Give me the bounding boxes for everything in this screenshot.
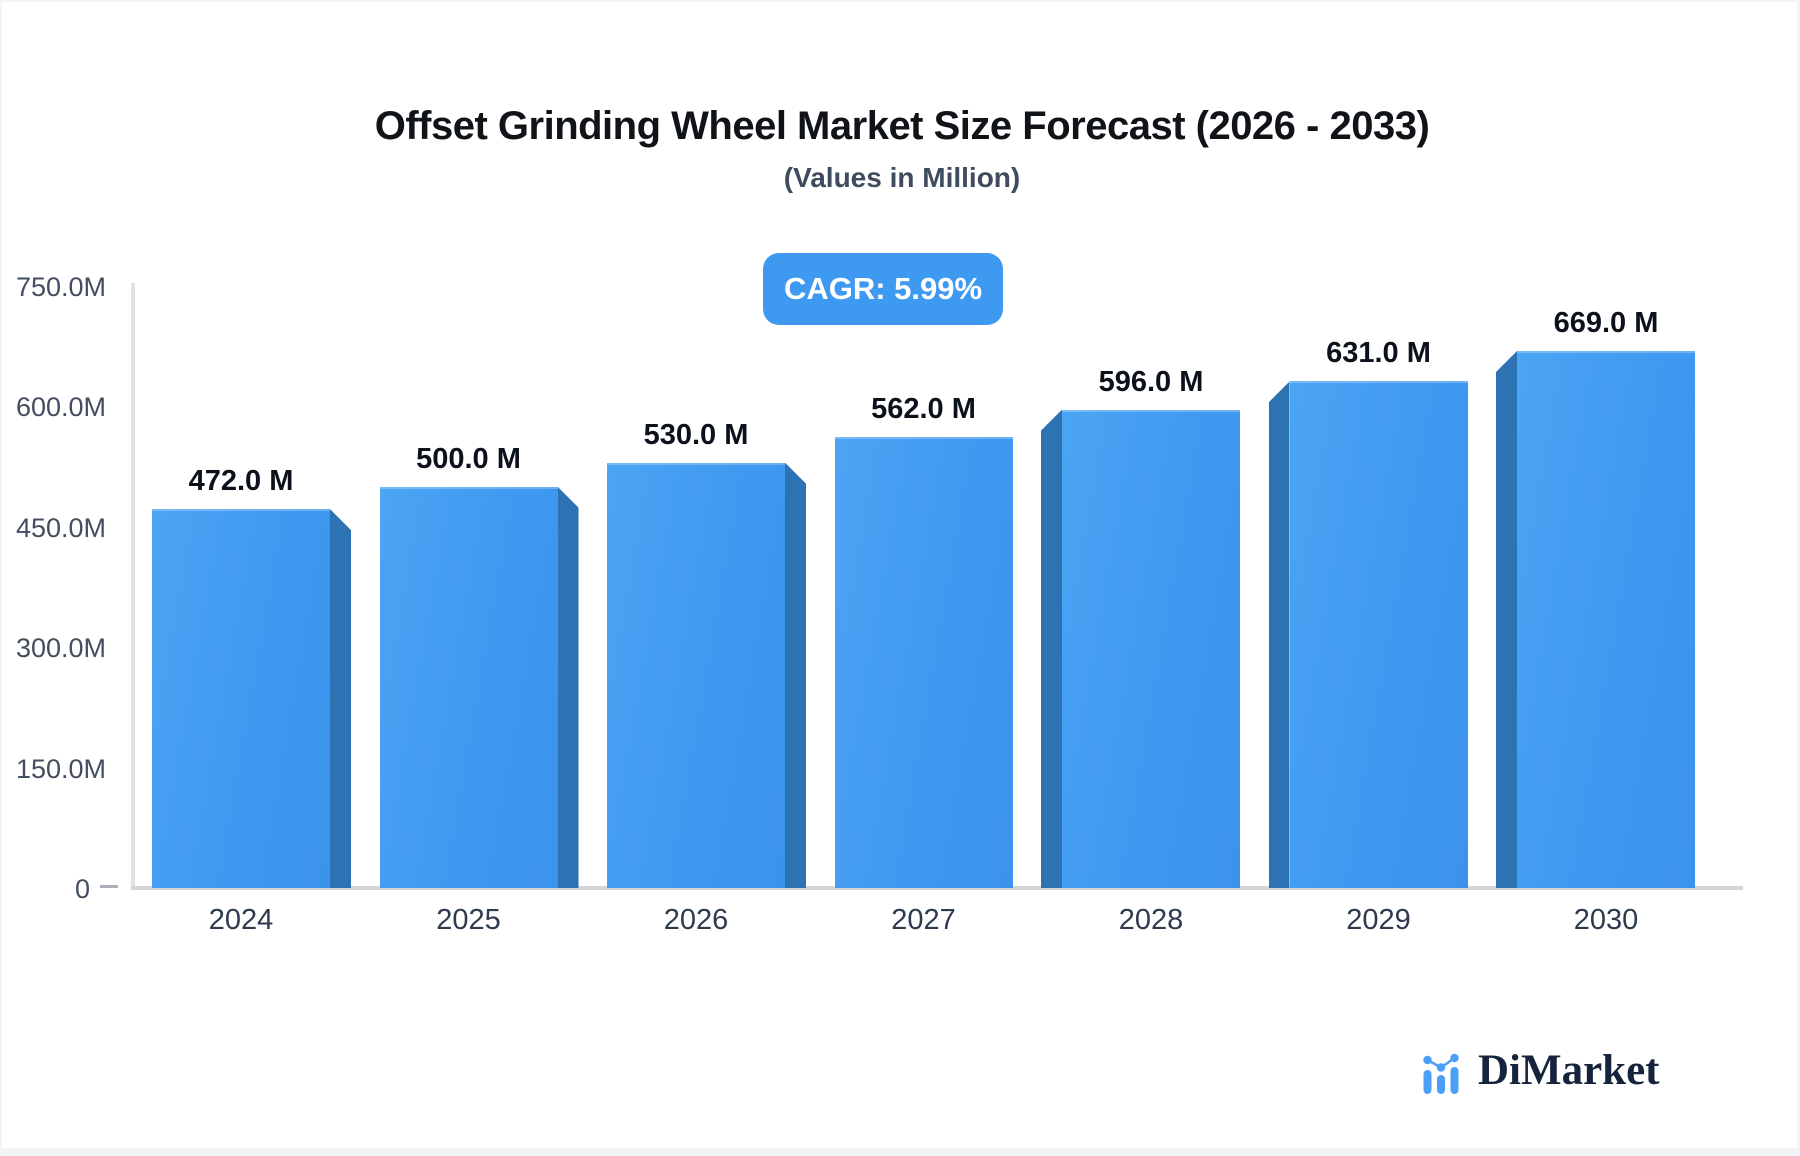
zero-tick-mark bbox=[100, 885, 118, 888]
cagr-badge: CAGR: 5.99% bbox=[763, 253, 1003, 325]
bar-2030[interactable] bbox=[1517, 350, 1695, 888]
y-axis-label: 750.0M bbox=[15, 271, 106, 302]
page-title: Offset Grinding Wheel Market Size Foreca… bbox=[374, 104, 1430, 148]
x-axis-label: 2025 bbox=[436, 904, 501, 936]
value-label: 530.0 M bbox=[643, 418, 749, 451]
brand-logo: DiMarket bbox=[1423, 1042, 1660, 1096]
x-axis-label: 2027 bbox=[891, 904, 956, 936]
value-label: 596.0 M bbox=[1098, 365, 1204, 398]
bar-side-face bbox=[330, 509, 351, 888]
x-axis-label: 2024 bbox=[208, 904, 274, 936]
value-label: 500.0 M bbox=[416, 442, 521, 475]
bar-line-chart-icon bbox=[1423, 1053, 1459, 1094]
x-axis-label: 2030 bbox=[1573, 904, 1639, 936]
value-label: 631.0 M bbox=[1326, 337, 1431, 370]
bar-side-face bbox=[1268, 381, 1290, 888]
bar-2028[interactable] bbox=[1062, 409, 1240, 888]
x-axis-label: 2026 bbox=[663, 904, 729, 936]
value-label: 562.0 M bbox=[871, 392, 976, 425]
y-axis-label: 0 bbox=[74, 874, 90, 904]
y-axis-label: 300.0M bbox=[15, 633, 106, 664]
y-axis-label: 450.0M bbox=[15, 512, 106, 543]
bar-side-face bbox=[785, 462, 806, 888]
x-axis-label: 2029 bbox=[1346, 904, 1411, 936]
y-axis-line bbox=[131, 283, 135, 890]
bar-2026[interactable] bbox=[607, 462, 785, 888]
bar-2027[interactable] bbox=[834, 436, 1013, 888]
value-label: 669.0 M bbox=[1553, 306, 1659, 339]
bar-side-face bbox=[1496, 350, 1517, 888]
bar-side-face bbox=[557, 486, 579, 888]
bar-2025[interactable] bbox=[379, 486, 558, 888]
value-label: 472.0 M bbox=[188, 465, 294, 498]
brand-logo-text: DiMarket bbox=[1478, 1047, 1660, 1094]
bar-2024[interactable] bbox=[152, 509, 330, 888]
x-axis-label: 2028 bbox=[1118, 904, 1184, 936]
x-axis-line bbox=[131, 886, 1743, 890]
bar-2029[interactable] bbox=[1289, 381, 1468, 888]
bar-side-face bbox=[1041, 409, 1062, 888]
y-axis-label: 600.0M bbox=[15, 392, 106, 423]
page-subtitle: (Values in Million) bbox=[783, 162, 1021, 193]
y-axis-label: 150.0M bbox=[15, 753, 106, 784]
